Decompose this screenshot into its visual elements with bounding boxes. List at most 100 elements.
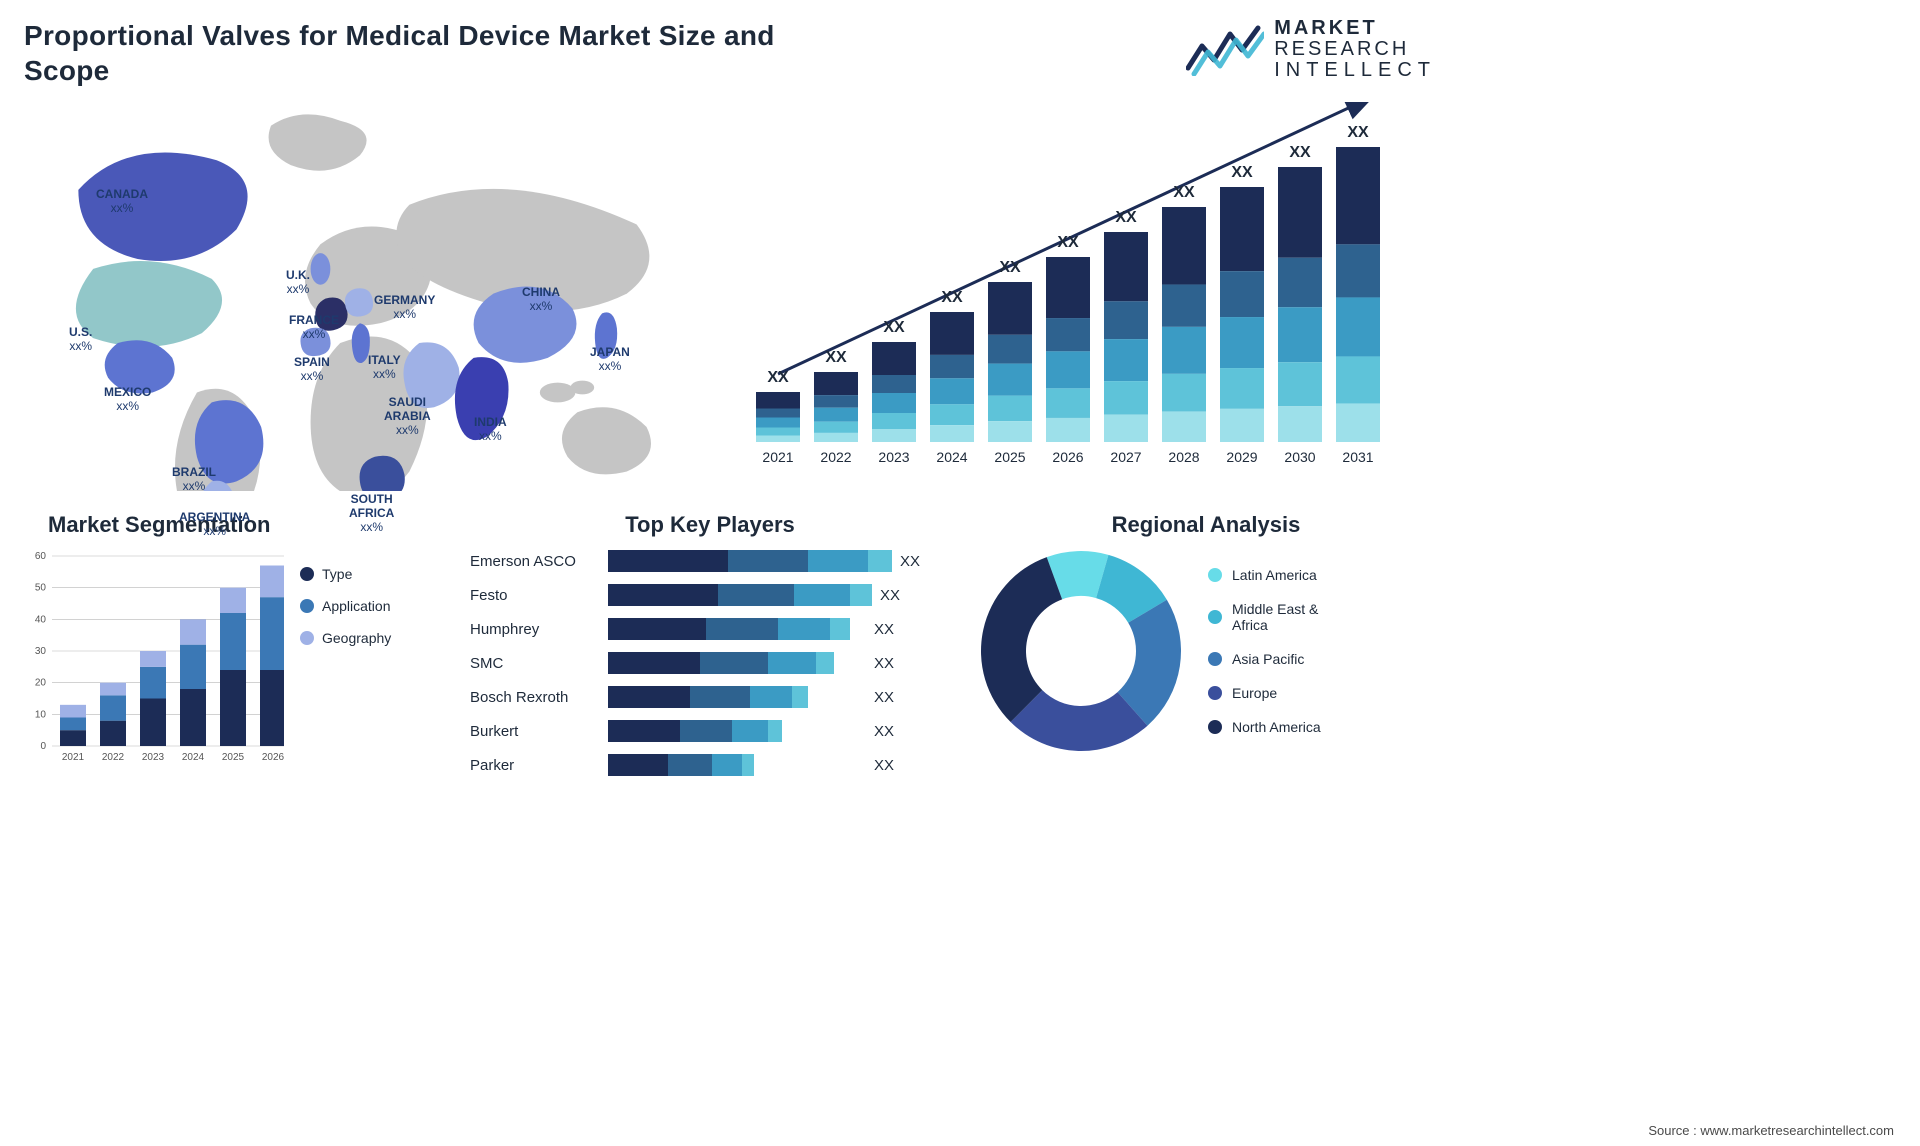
player-name: Festo <box>470 587 600 604</box>
map-label: ITALYxx% <box>368 354 401 382</box>
svg-text:2022: 2022 <box>102 752 125 763</box>
svg-text:XX: XX <box>1057 234 1079 251</box>
map-label: U.S.xx% <box>69 326 92 354</box>
segmentation-chart: 0102030405060202120222023202420252026 <box>24 546 284 766</box>
legend-item: North America <box>1208 719 1321 735</box>
svg-text:XX: XX <box>1289 144 1311 161</box>
player-value: XX <box>880 587 916 604</box>
player-bar <box>608 584 872 606</box>
brand-logo: MARKET RESEARCH INTELLECT <box>1186 18 1436 81</box>
player-bar <box>608 550 892 572</box>
regional-donut <box>976 546 1186 756</box>
svg-text:50: 50 <box>35 583 47 594</box>
player-bar <box>608 652 866 674</box>
growth-bar-chart: XX 2021 XX 2022 XX 2023 XX 2024 XX 2025 XX 2026 XX 20… <box>736 102 1436 482</box>
svg-text:2031: 2031 <box>1342 449 1373 465</box>
legend-item: Middle East &Africa <box>1208 601 1321 633</box>
map-label: FRANCExx% <box>289 314 339 342</box>
svg-text:2024: 2024 <box>182 752 205 763</box>
map-label: GERMANYxx% <box>374 294 435 322</box>
svg-text:60: 60 <box>35 551 47 562</box>
svg-text:2025: 2025 <box>994 449 1025 465</box>
map-label: MEXICOxx% <box>104 386 151 414</box>
logo-text-2: RESEARCH <box>1274 39 1436 60</box>
player-value: XX <box>874 757 910 774</box>
svg-text:XX: XX <box>999 259 1021 276</box>
player-row: FestoXX <box>470 580 910 610</box>
player-bar <box>608 618 866 640</box>
map-label: SPAINxx% <box>294 356 330 384</box>
svg-text:2026: 2026 <box>1052 449 1083 465</box>
svg-text:40: 40 <box>35 614 47 625</box>
player-value: XX <box>874 655 910 672</box>
legend-item: Geography <box>300 630 391 646</box>
svg-text:2022: 2022 <box>820 449 851 465</box>
player-row: Parker XX <box>470 750 910 780</box>
player-name: Bosch Rexroth <box>470 689 600 706</box>
player-name: SMC <box>470 655 600 672</box>
svg-text:XX: XX <box>1231 164 1253 181</box>
map-label: SOUTHAFRICAxx% <box>349 493 394 534</box>
map-label: CHINAxx% <box>522 286 560 314</box>
player-name: Burkert <box>470 723 600 740</box>
svg-text:XX: XX <box>1173 184 1195 201</box>
svg-text:2030: 2030 <box>1284 449 1315 465</box>
player-name: Humphrey <box>470 621 600 638</box>
svg-text:2028: 2028 <box>1168 449 1199 465</box>
svg-text:2026: 2026 <box>262 752 284 763</box>
player-value: XX <box>874 723 910 740</box>
legend-item: Latin America <box>1208 567 1321 583</box>
player-name: Emerson ASCO <box>470 553 600 570</box>
player-value: XX <box>874 621 910 638</box>
player-row: Burkert XX <box>470 716 910 746</box>
player-row: Bosch Rexroth XX <box>470 682 910 712</box>
map-label: SAUDIARABIAxx% <box>384 396 431 437</box>
regional-title: Regional Analysis <box>976 512 1436 538</box>
world-map: CANADAxx%U.S.xx%MEXICOxx%BRAZILxx%ARGENT… <box>24 96 696 496</box>
logo-text-1: MARKET <box>1274 18 1436 39</box>
svg-text:2029: 2029 <box>1226 449 1257 465</box>
svg-text:XX: XX <box>941 289 963 306</box>
svg-text:2027: 2027 <box>1110 449 1141 465</box>
legend-item: Asia Pacific <box>1208 651 1321 667</box>
regional-legend: Latin America Middle East &Africa Asia Pac… <box>1208 567 1321 735</box>
svg-text:2023: 2023 <box>878 449 909 465</box>
players-title: Top Key Players <box>470 512 950 538</box>
svg-text:2024: 2024 <box>936 449 967 465</box>
svg-text:30: 30 <box>35 646 47 657</box>
svg-text:XX: XX <box>1347 124 1369 141</box>
player-row: SMC XX <box>470 648 910 678</box>
map-label: ARGENTINAxx% <box>179 511 250 539</box>
svg-text:2021: 2021 <box>62 752 85 763</box>
logo-mark-icon <box>1186 24 1264 76</box>
page-title: Proportional Valves for Medical Device M… <box>24 18 804 88</box>
svg-text:XX: XX <box>1115 209 1137 226</box>
svg-text:0: 0 <box>40 741 46 752</box>
source-text: Source : www.marketresearchintellect.com <box>1648 1123 1894 1138</box>
player-name: Parker <box>470 757 600 774</box>
svg-text:XX: XX <box>883 319 905 336</box>
player-row: Emerson ASCOXX <box>470 546 910 576</box>
map-label: U.K.xx% <box>286 269 310 297</box>
player-bar <box>608 686 866 708</box>
player-bar <box>608 754 866 776</box>
legend-item: Europe <box>1208 685 1321 701</box>
map-label: JAPANxx% <box>590 346 630 374</box>
players-chart: Emerson ASCOXXFestoXXHumphreyXXSMCXXBosc… <box>470 546 910 780</box>
svg-text:2023: 2023 <box>142 752 165 763</box>
map-label: BRAZILxx% <box>172 466 216 494</box>
legend-item: Application <box>300 598 391 614</box>
segmentation-legend: Type Application Geography <box>300 546 391 766</box>
svg-text:XX: XX <box>825 349 847 366</box>
player-value: XX <box>900 553 936 570</box>
svg-text:2021: 2021 <box>762 449 793 465</box>
logo-text-3: INTELLECT <box>1274 60 1436 81</box>
map-label: INDIAxx% <box>474 416 507 444</box>
svg-text:XX: XX <box>767 369 789 386</box>
player-value: XX <box>874 689 910 706</box>
svg-text:20: 20 <box>35 678 47 689</box>
svg-text:2025: 2025 <box>222 752 245 763</box>
player-row: Humphrey XX <box>470 614 910 644</box>
map-label: CANADAxx% <box>96 188 148 216</box>
legend-item: Type <box>300 566 391 582</box>
